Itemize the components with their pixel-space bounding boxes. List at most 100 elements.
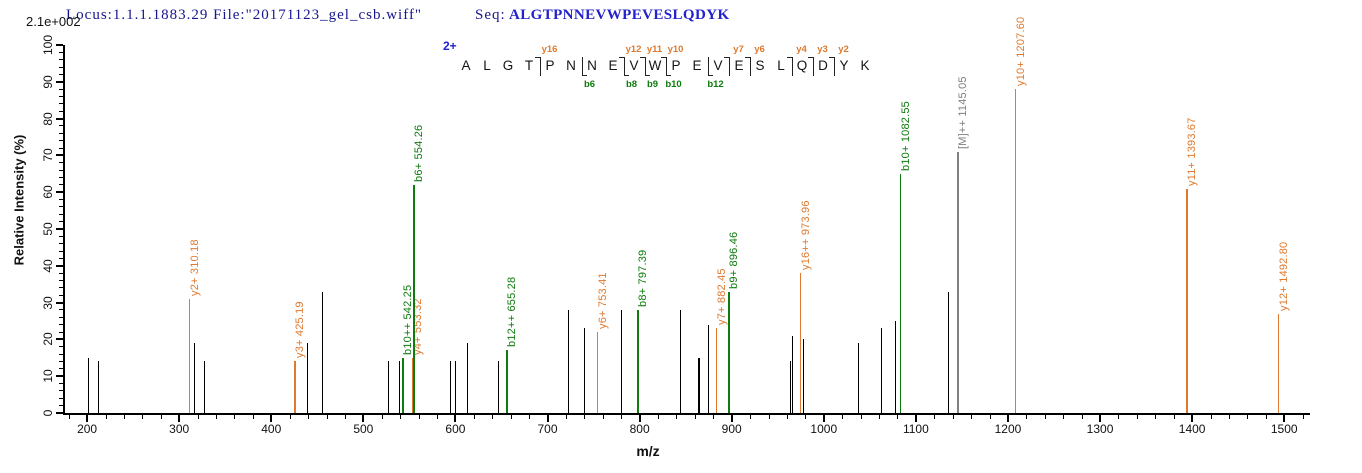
y-tick-major bbox=[56, 44, 63, 46]
intensity-scale-note: 2.1e+002 bbox=[26, 14, 81, 29]
x-tick-label: 200 bbox=[77, 422, 98, 436]
peak-unlabeled bbox=[707, 324, 709, 413]
peak-b10+: b10+ 1082.55 bbox=[899, 101, 912, 413]
x-tick-minor bbox=[326, 415, 328, 419]
y-ion-label: y11 bbox=[646, 44, 663, 55]
x-tick-minor bbox=[971, 415, 973, 419]
peak-unlabeled bbox=[497, 361, 499, 413]
y-tick-minor bbox=[59, 287, 63, 289]
x-tick-minor bbox=[289, 415, 291, 419]
y-tick-minor bbox=[59, 280, 63, 282]
x-tick-minor bbox=[437, 415, 439, 419]
cleavage-mark bbox=[833, 57, 835, 76]
cleavage-mark-y bbox=[786, 57, 792, 58]
x-tick-minor bbox=[621, 415, 623, 419]
cleavage-mark-y bbox=[723, 57, 729, 58]
y-tick-label: 30 bbox=[41, 295, 55, 310]
x-tick-label: 400 bbox=[261, 422, 282, 436]
peak-y10+: y10+ 1207.60 bbox=[1014, 17, 1027, 413]
cleavage-mark-y bbox=[744, 57, 750, 58]
peak-unlabeled bbox=[204, 361, 206, 413]
x-tick-minor bbox=[713, 415, 715, 419]
y-tick-minor bbox=[59, 405, 63, 407]
peak-label: [M]++ 1145.05 bbox=[957, 76, 970, 149]
x-tick-label: 500 bbox=[353, 422, 374, 436]
x-tick-minor bbox=[1026, 415, 1028, 419]
y-ion-label: y6 bbox=[754, 44, 765, 55]
y-ion-label: y16 bbox=[541, 44, 558, 55]
y-tick-minor bbox=[59, 132, 63, 134]
x-tick-minor bbox=[344, 415, 346, 419]
y-tick-label: 70 bbox=[41, 148, 55, 163]
peak-label: y11+ 1393.67 bbox=[1186, 116, 1199, 186]
cleavage-mark-b bbox=[644, 75, 650, 76]
peak-y7+: y7+ 882.45 bbox=[715, 269, 728, 413]
x-tick-minor bbox=[750, 415, 752, 419]
cleavage-mark bbox=[791, 57, 793, 76]
peak-b10++: b10++ 542.25 bbox=[402, 285, 414, 413]
precursor-charge-label: 2+ bbox=[443, 39, 457, 53]
peak-unlabeled bbox=[467, 343, 469, 413]
peak-label: b10+ 1082.55 bbox=[899, 100, 912, 171]
x-tick-major bbox=[270, 415, 273, 422]
residue: L bbox=[483, 58, 491, 73]
x-tick-minor bbox=[1210, 415, 1212, 419]
peak-label: y7+ 882.45 bbox=[715, 268, 728, 326]
y-tick-major bbox=[56, 228, 63, 230]
peak-unlabeled bbox=[880, 328, 882, 413]
cleavage-mark bbox=[644, 57, 646, 76]
y-tick-minor bbox=[59, 125, 63, 127]
y-ion-label: y3 bbox=[817, 44, 828, 55]
x-tick-minor bbox=[381, 415, 383, 419]
x-tick-label: 300 bbox=[169, 422, 190, 436]
residue: D bbox=[818, 58, 828, 73]
b-ion-label: b12 bbox=[707, 79, 724, 90]
x-tick-label: 1500 bbox=[1270, 422, 1298, 436]
x-tick-minor bbox=[418, 415, 420, 419]
peak-label: b12++ 655.28 bbox=[506, 277, 519, 348]
cleavage-mark-y bbox=[618, 57, 624, 58]
x-tick-major bbox=[1191, 415, 1194, 422]
cleavage-mark-b bbox=[581, 75, 587, 76]
y-tick-minor bbox=[59, 294, 63, 296]
peak-unlabeled bbox=[399, 361, 401, 413]
residue: Y bbox=[839, 58, 849, 73]
peak-unlabeled bbox=[98, 361, 100, 413]
peak-y4+: y4+ 553.32 bbox=[412, 298, 424, 413]
x-tick-minor bbox=[897, 415, 899, 419]
x-tick-minor bbox=[934, 415, 936, 419]
seq-label: Seq: bbox=[475, 7, 506, 23]
cleavage-mark bbox=[728, 57, 730, 76]
peak-label: b9+ 896.46 bbox=[728, 231, 741, 289]
x-tick-minor bbox=[1118, 415, 1120, 419]
y-tick-minor bbox=[59, 176, 63, 178]
x-tick-label: 900 bbox=[721, 422, 742, 436]
residue: V bbox=[713, 58, 723, 73]
peak-unlabeled bbox=[449, 361, 451, 413]
peak-unlabeled bbox=[680, 309, 682, 413]
b-ion-label: b9 bbox=[646, 79, 659, 90]
peak-y11+: y11+ 1393.67 bbox=[1186, 117, 1198, 413]
y-tick-label: 10 bbox=[41, 369, 55, 383]
peak-label: b6+ 554.26 bbox=[413, 124, 426, 182]
residue: N bbox=[587, 58, 597, 73]
cleavage-mark bbox=[539, 57, 541, 76]
peak-unlabeled bbox=[455, 361, 457, 413]
x-tick-label: 800 bbox=[629, 422, 650, 436]
residue: E bbox=[608, 58, 618, 73]
peak-unlabeled bbox=[802, 339, 804, 413]
peak-b8+: b8+ 797.39 bbox=[637, 250, 649, 413]
cleavage-mark bbox=[581, 57, 583, 76]
x-tick-minor bbox=[768, 415, 770, 419]
residue: S bbox=[755, 58, 765, 73]
x-tick-minor bbox=[510, 415, 512, 419]
b-ion-label: b10 bbox=[665, 79, 682, 90]
y-ion-label: y7 bbox=[733, 44, 744, 55]
cleavage-mark-y bbox=[639, 57, 645, 58]
residue: A bbox=[461, 58, 471, 73]
peak-b9+: b9+ 896.46 bbox=[728, 231, 740, 413]
y-tick-major bbox=[56, 375, 63, 378]
peak-label: y6+ 753.41 bbox=[596, 272, 609, 330]
x-tick-minor bbox=[602, 415, 604, 419]
